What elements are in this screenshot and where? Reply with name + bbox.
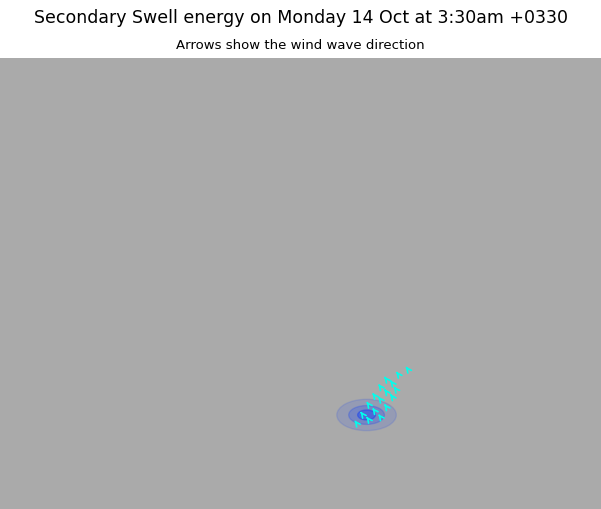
Text: Secondary Swell energy on Monday 14 Oct at 3:30am +0330: Secondary Swell energy on Monday 14 Oct … [34, 9, 567, 26]
Ellipse shape [337, 400, 396, 431]
Ellipse shape [349, 406, 385, 425]
Ellipse shape [358, 410, 376, 420]
Text: Arrows show the wind wave direction: Arrows show the wind wave direction [176, 39, 425, 52]
